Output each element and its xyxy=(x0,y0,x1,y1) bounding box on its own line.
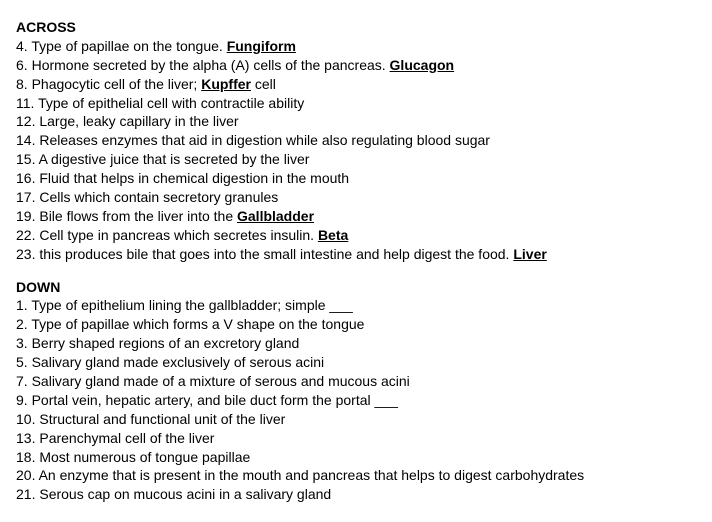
clue-number: 20. xyxy=(16,467,35,483)
clue-number: 21. xyxy=(16,486,35,502)
down-clue: 13. Parenchymal cell of the liver xyxy=(16,429,696,448)
clue-number: 10. xyxy=(16,411,35,427)
down-clue: 5. Salivary gland made exclusively of se… xyxy=(16,353,696,372)
clue-text: Phagocytic cell of the liver; xyxy=(32,76,202,92)
down-clue: 18. Most numerous of tongue papillae xyxy=(16,448,696,467)
clue-text: Structural and functional unit of the li… xyxy=(39,411,285,427)
clue-answer: Kupffer xyxy=(201,76,251,92)
clue-answer: Liver xyxy=(513,246,546,262)
clue-text: this produces bile that goes into the sm… xyxy=(39,246,513,262)
clue-number: 1. xyxy=(16,297,28,313)
across-clue: 23. this produces bile that goes into th… xyxy=(16,245,696,264)
clue-text: Large, leaky capillary in the liver xyxy=(39,113,238,129)
clue-text: Type of epithelial cell with contractile… xyxy=(38,95,304,111)
down-clue: 21. Serous cap on mucous acini in a sali… xyxy=(16,485,696,504)
clue-tail: cell xyxy=(251,76,276,92)
clue-answer: Gallbladder xyxy=(237,208,314,224)
clue-number: 9. xyxy=(16,392,28,408)
across-clue: 19. Bile flows from the liver into the G… xyxy=(16,207,696,226)
down-clue: 20. An enzyme that is present in the mou… xyxy=(16,466,696,485)
clue-answer: Glucagon xyxy=(390,57,455,73)
clue-number: 6. xyxy=(16,57,28,73)
across-clue: 4. Type of papillae on the tongue. Fungi… xyxy=(16,37,696,56)
clue-text: Parenchymal cell of the liver xyxy=(39,430,214,446)
clue-number: 2. xyxy=(16,316,28,332)
down-clue: 1. Type of epithelium lining the gallbla… xyxy=(16,296,696,315)
down-clue: 3. Berry shaped regions of an excretory … xyxy=(16,334,696,353)
clue-text: Cell type in pancreas which secretes ins… xyxy=(39,227,318,243)
across-clue: 11. Type of epithelial cell with contrac… xyxy=(16,94,696,113)
clue-text: Releases enzymes that aid in digestion w… xyxy=(39,132,490,148)
clue-number: 22. xyxy=(16,227,35,243)
across-clue: 8. Phagocytic cell of the liver; Kupffer… xyxy=(16,75,696,94)
down-clue: 9. Portal vein, hepatic artery, and bile… xyxy=(16,391,696,410)
clue-answer: Beta xyxy=(318,227,348,243)
clue-text: A digestive juice that is secreted by th… xyxy=(39,151,310,167)
clue-number: 19. xyxy=(16,208,35,224)
clue-text: Type of papillae which forms a V shape o… xyxy=(31,316,364,332)
down-clue: 7. Salivary gland made of a mixture of s… xyxy=(16,372,696,391)
clue-number: 15. xyxy=(16,151,35,167)
down-clue-list: 1. Type of epithelium lining the gallbla… xyxy=(16,296,696,504)
clue-number: 14. xyxy=(16,132,35,148)
clue-text: Cells which contain secretory granules xyxy=(39,189,278,205)
down-clue: 2. Type of papillae which forms a V shap… xyxy=(16,315,696,334)
clue-text: Salivary gland made exclusively of serou… xyxy=(32,354,325,370)
clue-text: Serous cap on mucous acini in a salivary… xyxy=(39,486,331,502)
across-clue: 16. Fluid that helps in chemical digesti… xyxy=(16,169,696,188)
clue-number: 8. xyxy=(16,76,28,92)
clue-answer: Fungiform xyxy=(227,38,296,54)
clue-text: Berry shaped regions of an excretory gla… xyxy=(32,335,300,351)
across-clue-list: 4. Type of papillae on the tongue. Fungi… xyxy=(16,37,696,264)
clue-number: 16. xyxy=(16,170,35,186)
clue-text: Type of papillae on the tongue. xyxy=(31,38,226,54)
clue-number: 12. xyxy=(16,113,35,129)
clue-text: Portal vein, hepatic artery, and bile du… xyxy=(32,392,398,408)
clue-number: 23. xyxy=(16,246,35,262)
across-clue: 14. Releases enzymes that aid in digesti… xyxy=(16,131,696,150)
clue-number: 4. xyxy=(16,38,28,54)
across-clue: 17. Cells which contain secretory granul… xyxy=(16,188,696,207)
down-header: DOWN xyxy=(16,278,696,297)
clue-text: Bile flows from the liver into the xyxy=(39,208,237,224)
clue-number: 17. xyxy=(16,189,35,205)
across-clue: 12. Large, leaky capillary in the liver xyxy=(16,112,696,131)
across-clue: 15. A digestive juice that is secreted b… xyxy=(16,150,696,169)
clue-number: 3. xyxy=(16,335,28,351)
down-clue: 10. Structural and functional unit of th… xyxy=(16,410,696,429)
clue-text: Fluid that helps in chemical digestion i… xyxy=(39,170,349,186)
clue-text: An enzyme that is present in the mouth a… xyxy=(39,467,585,483)
clue-number: 18. xyxy=(16,449,35,465)
clue-text: Hormone secreted by the alpha (A) cells … xyxy=(32,57,390,73)
clue-number: 5. xyxy=(16,354,28,370)
clue-text: Most numerous of tongue papillae xyxy=(39,449,250,465)
across-header: ACROSS xyxy=(16,18,696,37)
clue-number: 7. xyxy=(16,373,28,389)
clue-number: 13. xyxy=(16,430,35,446)
clue-number: 11. xyxy=(16,95,34,111)
clue-text: Type of epithelium lining the gallbladde… xyxy=(31,297,352,313)
across-clue: 6. Hormone secreted by the alpha (A) cel… xyxy=(16,56,696,75)
across-clue: 22. Cell type in pancreas which secretes… xyxy=(16,226,696,245)
section-spacer xyxy=(16,264,696,278)
clue-text: Salivary gland made of a mixture of sero… xyxy=(32,373,410,389)
